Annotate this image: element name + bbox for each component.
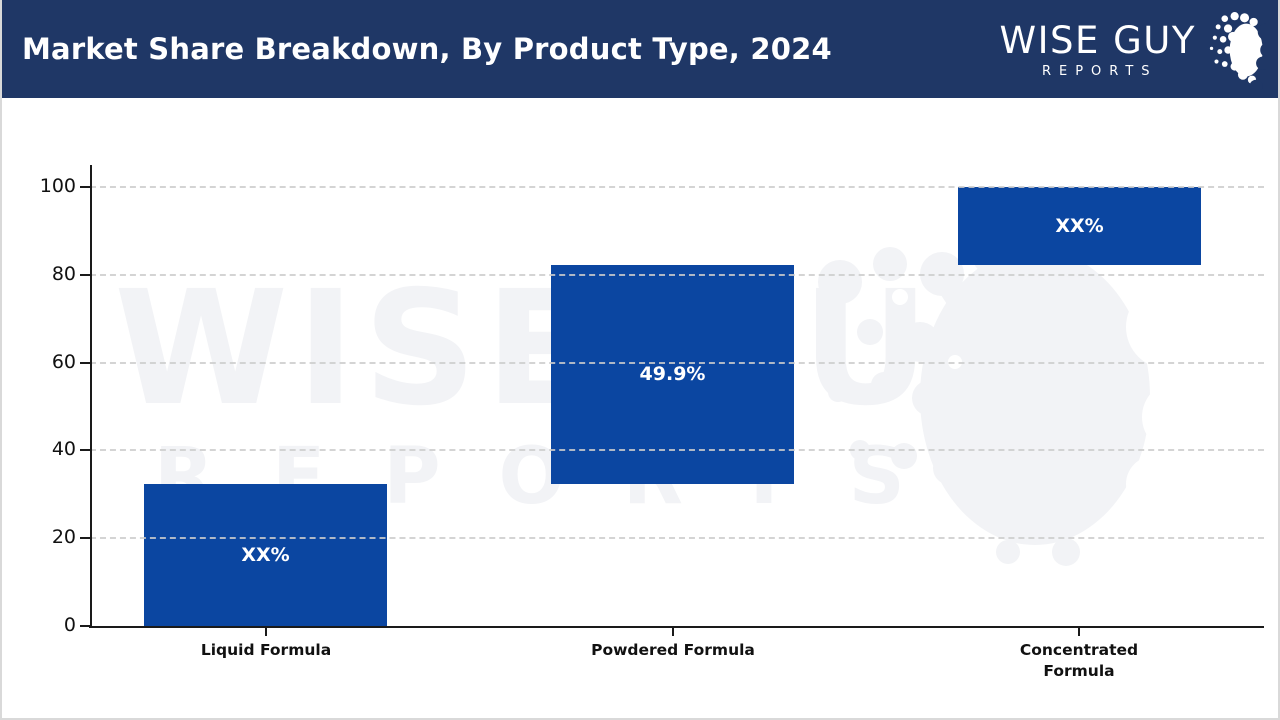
x-axis-tick-mark <box>672 628 674 636</box>
y-axis-tick-mark <box>80 537 90 540</box>
gridline-80 <box>90 273 1264 276</box>
bar-powdered-formula <box>551 264 794 484</box>
chart-title: Market Share Breakdown, By Product Type,… <box>22 32 832 66</box>
x-axis-tick-mark <box>265 628 267 636</box>
y-axis-tick-label: 20 <box>51 526 76 549</box>
bar-value-label: 49.9% <box>639 363 706 386</box>
bar-value-label: XX% <box>1055 214 1104 237</box>
header-banner: Market Share Breakdown, By Product Type,… <box>2 0 1278 98</box>
gridline-20 <box>90 537 1264 540</box>
gridline-100 <box>90 186 1264 188</box>
logo-face-icon <box>1209 12 1266 90</box>
bar-concentrated-formula <box>958 187 1201 265</box>
y-axis-tick-mark <box>80 273 90 276</box>
logo-brand-subtitle: REPORTS <box>1041 63 1158 79</box>
y-axis-tick-label: 0 <box>63 614 76 636</box>
x-axis-spine <box>89 626 1264 628</box>
y-axis-tick-mark <box>80 361 90 364</box>
y-axis-tick-label: 80 <box>51 262 76 285</box>
x-axis-category-label: Liquid Formula <box>200 641 332 659</box>
y-axis-tick-label: 60 <box>51 350 76 373</box>
y-axis-tick-label: 100 <box>39 175 76 197</box>
logo-brand-name: WISE GUY <box>999 18 1196 62</box>
y-axis-tick-label: 40 <box>51 438 76 461</box>
y-axis-tick-mark <box>80 186 90 188</box>
gridline-60 <box>90 361 1264 364</box>
x-axis-category-label: Concentrated Formula <box>1019 641 1139 680</box>
wise-guy-reports-logo: WISE GUY REPORTS <box>1000 8 1266 92</box>
x-axis-tick-mark <box>1078 628 1080 636</box>
bar-value-label: XX% <box>241 543 290 566</box>
y-axis-spine <box>90 165 92 628</box>
y-axis-tick-mark <box>80 449 90 452</box>
x-axis-category-label: Powdered Formula <box>591 641 755 659</box>
bar-liquid-formula <box>144 483 387 626</box>
y-axis-tick-mark <box>80 625 90 627</box>
gridline-40 <box>90 449 1264 452</box>
